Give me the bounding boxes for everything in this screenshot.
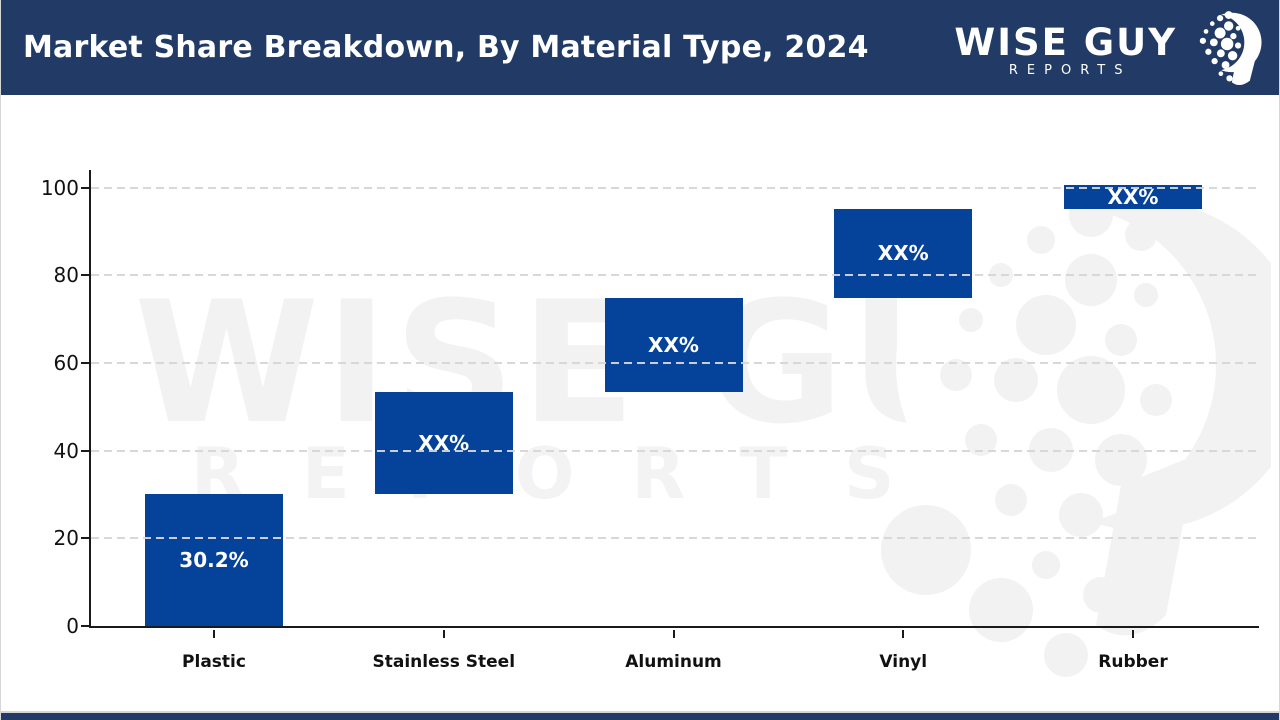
plot-area: 0 20 40 60 80 100 30.2% Plastic XX% Stainless Ste… xyxy=(41,170,1259,672)
y-axis-tick-label: 20 xyxy=(53,526,79,551)
bar-segment-stainless-steel: XX% xyxy=(374,391,513,494)
y-axis-tick-label: 60 xyxy=(53,350,79,375)
x-axis-category-label: Stainless Steel xyxy=(372,652,516,672)
bar-segment-vinyl: XX% xyxy=(834,208,973,299)
bar-value-label: XX% xyxy=(877,241,929,266)
y-axis-tick-mark xyxy=(81,274,89,277)
x-axis-category-label: Vinyl xyxy=(879,652,928,672)
x-axis-category-label: Plastic xyxy=(182,652,246,672)
bar-value-label: XX% xyxy=(1107,184,1159,209)
bar-segment-rubber: XX% xyxy=(1064,184,1202,209)
y-axis-tick-label: 80 xyxy=(53,263,79,288)
x-axis-tick-mark xyxy=(442,630,445,638)
y-axis-tick-mark xyxy=(81,537,89,540)
watermark-head-icon xyxy=(881,193,1271,677)
page-title: Market Share Breakdown, By Material Type… xyxy=(23,30,869,65)
y-axis-tick-mark xyxy=(81,361,89,364)
x-axis-category-label: Aluminum xyxy=(625,652,722,672)
y-gridline-100 xyxy=(91,186,1259,189)
y-axis-tick-mark xyxy=(81,449,89,452)
footer-bar xyxy=(1,713,1279,720)
x-axis-tick-mark xyxy=(672,630,675,638)
y-axis-tick-label: 40 xyxy=(53,438,79,463)
watermark-subtitle: REPORTS xyxy=(191,433,952,515)
dotted-head-icon xyxy=(1188,11,1262,86)
bar-segment-aluminum: XX% xyxy=(604,298,743,392)
logo-wordmark: WISE GUY xyxy=(954,20,1177,64)
x-axis-category-label: Rubber xyxy=(1098,652,1168,672)
x-axis-tick-mark xyxy=(1132,630,1134,638)
bar-segment-plastic: 30.2% xyxy=(145,493,283,626)
y-axis-tick-label: 0 xyxy=(66,614,79,638)
bar-value-label: XX% xyxy=(648,332,699,357)
y-axis-tick-mark xyxy=(81,625,89,627)
y-gridline-40 xyxy=(91,449,1259,452)
header-bar: Market Share Breakdown, By Material Type… xyxy=(1,0,1279,95)
x-axis-tick-mark xyxy=(213,630,215,638)
logo-subtitle: REPORTS xyxy=(1008,63,1132,79)
wise-guy-reports-logo: WISE GUY REPORTS xyxy=(954,8,1265,94)
logo-text: WISE GUY REPORTS xyxy=(954,20,1177,79)
x-axis-tick-mark xyxy=(902,630,905,638)
y-axis-tick-label: 100 xyxy=(40,175,79,200)
y-gridline-60 xyxy=(91,361,1259,364)
bottom-hairline xyxy=(1,711,1279,713)
bar-value-label: 30.2% xyxy=(179,547,249,572)
y-gridline-20 xyxy=(91,537,1259,540)
y-axis-tick-mark xyxy=(81,186,89,189)
chart-canvas: WISE GUY REPORTS 02040608010030.2%Plasti… xyxy=(1,95,1279,713)
y-gridline-80 xyxy=(91,274,1259,277)
